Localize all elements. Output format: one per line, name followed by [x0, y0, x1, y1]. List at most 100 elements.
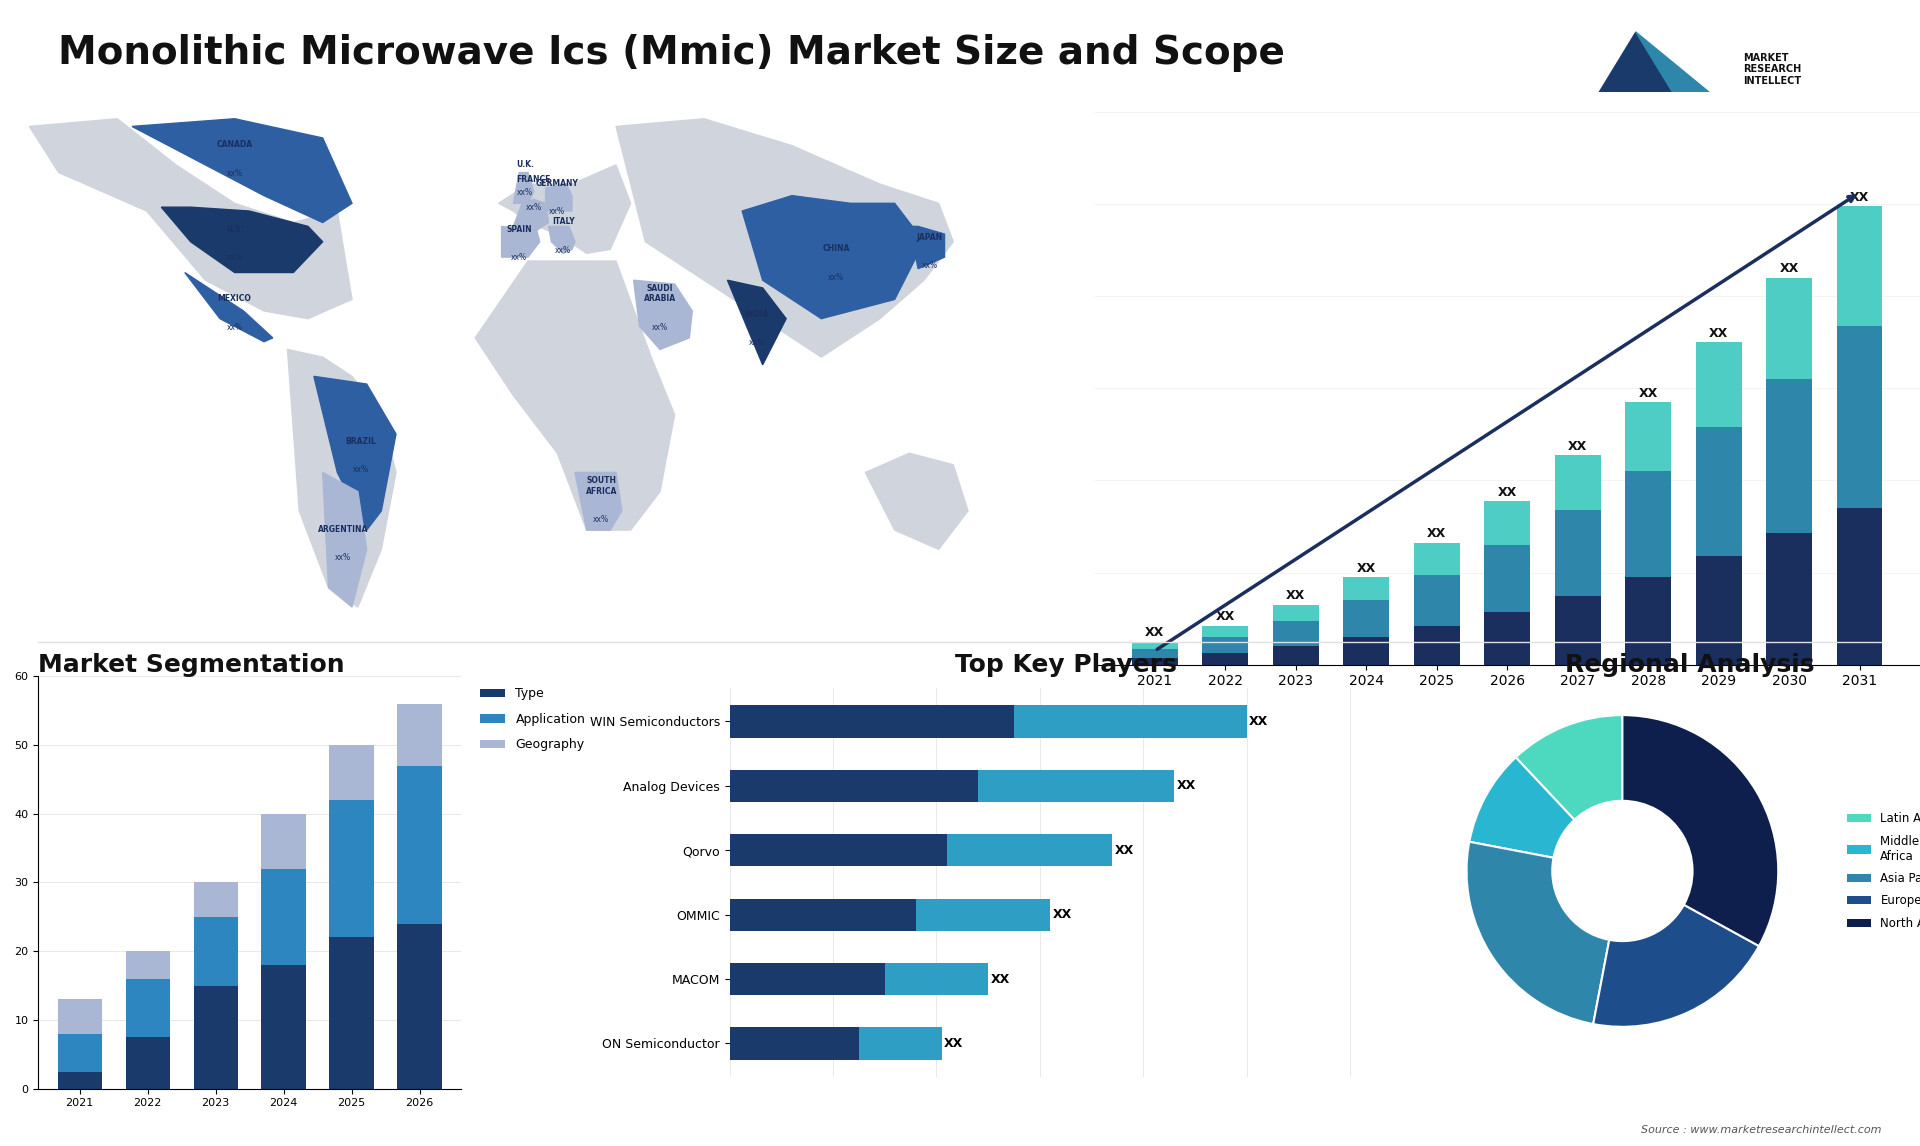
- Polygon shape: [634, 281, 693, 350]
- Bar: [1273, 646, 1319, 665]
- Bar: [730, 770, 977, 802]
- Text: Market Segmentation: Market Segmentation: [38, 653, 346, 677]
- Bar: [947, 834, 1112, 866]
- Polygon shape: [476, 261, 674, 531]
- Bar: [1202, 637, 1248, 653]
- Bar: [1344, 601, 1390, 637]
- Bar: [330, 745, 374, 800]
- Polygon shape: [574, 472, 622, 531]
- Bar: [1695, 343, 1741, 427]
- Polygon shape: [161, 207, 323, 273]
- Bar: [1837, 327, 1882, 508]
- Bar: [1014, 705, 1246, 738]
- Circle shape: [1551, 801, 1693, 941]
- Bar: [1695, 427, 1741, 557]
- Text: XX: XX: [1780, 262, 1799, 275]
- Text: XX: XX: [1427, 527, 1446, 540]
- Bar: [125, 1037, 169, 1089]
- Text: XX: XX: [1569, 440, 1588, 453]
- Text: MARKET
RESEARCH
INTELLECT: MARKET RESEARCH INTELLECT: [1743, 53, 1801, 86]
- Polygon shape: [132, 119, 351, 222]
- Polygon shape: [910, 227, 945, 268]
- Polygon shape: [184, 273, 273, 342]
- Text: XX: XX: [1638, 387, 1657, 400]
- Text: Source : www.marketresearchintellect.com: Source : www.marketresearchintellect.com: [1642, 1124, 1882, 1135]
- Bar: [194, 882, 238, 917]
- Bar: [1766, 533, 1812, 665]
- Text: xx%: xx%: [922, 261, 939, 270]
- Text: MEXICO: MEXICO: [217, 295, 252, 304]
- Bar: [1273, 621, 1319, 646]
- Text: xx%: xx%: [526, 203, 541, 212]
- Polygon shape: [501, 227, 540, 257]
- Text: XX: XX: [991, 973, 1010, 986]
- Bar: [730, 1027, 858, 1060]
- Text: xx%: xx%: [653, 322, 668, 331]
- Text: xx%: xx%: [549, 207, 564, 217]
- Polygon shape: [323, 472, 367, 607]
- Text: ARGENTINA: ARGENTINA: [319, 525, 369, 534]
- Polygon shape: [288, 350, 396, 607]
- Bar: [1413, 575, 1459, 626]
- Polygon shape: [866, 453, 968, 549]
- Bar: [1484, 544, 1530, 612]
- Text: xx%: xx%: [511, 253, 528, 262]
- Text: xx%: xx%: [593, 515, 609, 524]
- Bar: [1555, 455, 1601, 510]
- Polygon shape: [29, 119, 351, 319]
- Bar: [1344, 637, 1390, 665]
- Text: BRAZIL: BRAZIL: [346, 437, 376, 446]
- Text: xx%: xx%: [336, 554, 351, 563]
- Legend: Type, Application, Geography: Type, Application, Geography: [476, 682, 589, 756]
- Wedge shape: [1622, 715, 1778, 947]
- Polygon shape: [549, 227, 574, 253]
- Wedge shape: [1469, 758, 1574, 858]
- Text: XX: XX: [1116, 843, 1135, 857]
- Bar: [58, 1072, 102, 1089]
- Text: xx%: xx%: [227, 322, 242, 331]
- Bar: [58, 1034, 102, 1072]
- Bar: [1344, 578, 1390, 601]
- Text: xx%: xx%: [516, 188, 534, 197]
- Bar: [397, 704, 442, 766]
- Bar: [1484, 501, 1530, 544]
- Text: xx%: xx%: [749, 338, 764, 347]
- Text: XX: XX: [1215, 610, 1235, 623]
- Text: SOUTH
AFRICA: SOUTH AFRICA: [586, 476, 616, 495]
- Polygon shape: [545, 185, 572, 211]
- Bar: [1837, 206, 1882, 327]
- Bar: [1133, 649, 1177, 658]
- Text: XX: XX: [1286, 589, 1306, 603]
- Text: GERMANY: GERMANY: [536, 179, 578, 188]
- Text: XX: XX: [1250, 715, 1269, 728]
- Bar: [330, 937, 374, 1089]
- Text: xx%: xx%: [227, 168, 242, 178]
- Bar: [1624, 402, 1670, 471]
- Bar: [1555, 510, 1601, 596]
- Bar: [397, 766, 442, 924]
- Bar: [1624, 471, 1670, 578]
- Bar: [1202, 653, 1248, 665]
- Polygon shape: [1636, 32, 1728, 108]
- Bar: [194, 917, 238, 986]
- Polygon shape: [313, 376, 396, 531]
- Wedge shape: [1515, 715, 1622, 819]
- Legend: Latin America, Middle East &
Africa, Asia Pacific, Europe, North America: Latin America, Middle East & Africa, Asi…: [1843, 807, 1920, 935]
- Text: CHINA: CHINA: [822, 244, 851, 253]
- Text: xx%: xx%: [353, 465, 369, 473]
- Bar: [916, 898, 1050, 931]
- Bar: [330, 800, 374, 937]
- Text: XX: XX: [945, 1037, 964, 1050]
- Bar: [1624, 578, 1670, 665]
- Bar: [261, 965, 305, 1089]
- Bar: [730, 963, 885, 995]
- Bar: [261, 869, 305, 965]
- Text: XX: XX: [1709, 327, 1728, 340]
- Bar: [194, 986, 238, 1089]
- Bar: [1413, 542, 1459, 575]
- Text: xx%: xx%: [227, 253, 242, 262]
- Bar: [125, 951, 169, 979]
- Text: XX: XX: [1144, 627, 1164, 639]
- Bar: [261, 814, 305, 869]
- Polygon shape: [1590, 32, 1682, 108]
